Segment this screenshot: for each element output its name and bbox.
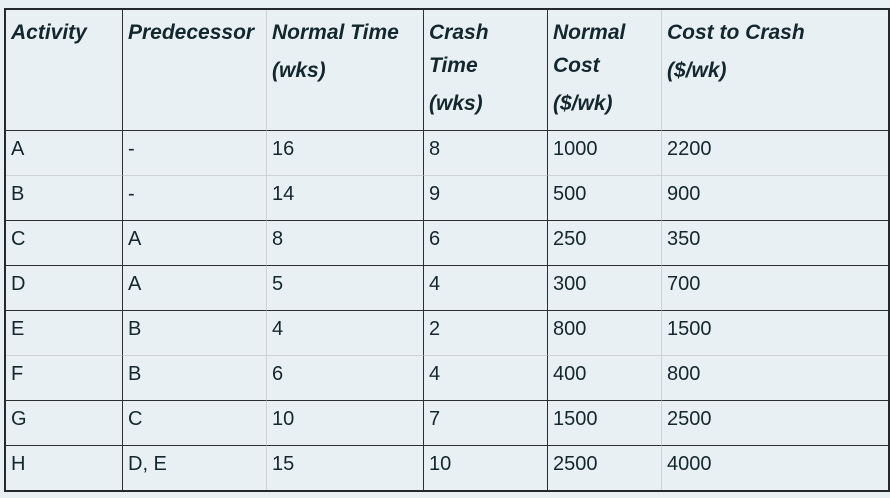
cell-normal-cost: 1500 [547,401,661,446]
cell-crash-time: 8 [423,131,547,176]
cell-normal-time: 6 [266,356,423,401]
cell-normal-cost: 400 [547,356,661,401]
column-header-predecessor: Predecessor [122,10,266,131]
table-row-b: B - 14 9 500 900 [6,176,888,221]
column-header-label: Predecessor [128,21,255,44]
column-header-label: Activity [11,21,87,44]
cell-normal-cost: 800 [547,311,661,356]
cell-cost-to-crash: 350 [661,221,888,266]
cell-crash-time: 9 [423,176,547,221]
column-header-normal-time: Normal Time (wks) [266,10,423,131]
cell-normal-time: 15 [266,446,423,490]
cell-activity: E [6,311,122,356]
cell-predecessor: D, E [122,446,266,490]
cell-normal-time: 14 [266,176,423,221]
column-header-crash-time: Crash Time (wks) [423,10,547,131]
cell-crash-time: 6 [423,221,547,266]
table-row-d: D A 5 4 300 700 [6,266,888,311]
cell-activity: D [6,266,122,311]
cell-activity: C [6,221,122,266]
column-header-unit: ($/wk) [667,59,727,82]
cell-cost-to-crash: 700 [661,266,888,311]
cell-normal-time: 16 [266,131,423,176]
cell-crash-time: 2 [423,311,547,356]
cell-predecessor: A [122,266,266,311]
activity-crash-table: Activity Predecessor Normal Time (wks) C… [4,8,890,492]
table-row-c: C A 8 6 250 350 [6,221,888,266]
cell-cost-to-crash: 900 [661,176,888,221]
cell-predecessor: B [122,356,266,401]
cell-cost-to-crash: 2500 [661,401,888,446]
cell-normal-time: 10 [266,401,423,446]
column-header-unit: (wks) [429,92,483,115]
table-row-a: A - 16 8 1000 2200 [6,131,888,176]
cell-normal-cost: 500 [547,176,661,221]
column-header-label: Normal Cost [553,21,626,77]
column-header-activity: Activity [6,10,122,131]
cell-crash-time: 7 [423,401,547,446]
cell-predecessor: C [122,401,266,446]
cell-activity: B [6,176,122,221]
cell-crash-time: 4 [423,356,547,401]
column-header-label: Crash Time [429,21,489,77]
column-header-normal-cost: Normal Cost ($/wk) [547,10,661,131]
cell-predecessor: - [122,176,266,221]
cell-normal-time: 5 [266,266,423,311]
cell-predecessor: - [122,131,266,176]
cell-predecessor: B [122,311,266,356]
cell-activity: H [11,453,26,475]
cell-activity: F [6,356,122,401]
cell-normal-cost: 1000 [547,131,661,176]
column-header-label: Cost to Crash [667,21,805,44]
cell-cost-to-crash: 800 [661,356,888,401]
cell-cost-to-crash: 2200 [661,131,888,176]
table-row-h: H D, E 15 10 2500 4000 [6,446,888,490]
cell-crash-time: 4 [423,266,547,311]
cell-predecessor: A [122,221,266,266]
table-row-e: E B 4 2 800 1500 [6,311,888,356]
column-header-unit: (wks) [272,59,326,82]
cell-cost-to-crash: 1500 [661,311,888,356]
cell-activity: A [6,131,122,176]
cell-normal-time: 8 [266,221,423,266]
header-row: Activity Predecessor Normal Time (wks) C… [6,10,888,131]
cell-cost-to-crash: 4000 [661,446,888,490]
column-header-cost-to-crash: Cost to Crash ($/wk) [661,10,888,131]
table-row-g: G C 10 7 1500 2500 [6,401,888,446]
table-row-f: F B 6 4 400 800 [6,356,888,401]
cell-normal-time: 4 [266,311,423,356]
cell-normal-cost: 300 [547,266,661,311]
cell-crash-time: 10 [423,446,547,490]
column-header-unit: ($/wk) [553,92,613,115]
cell-normal-cost: 2500 [547,446,661,490]
cell-normal-cost: 250 [547,221,661,266]
cell-activity: G [6,401,122,446]
column-header-label: Normal Time [272,21,399,44]
